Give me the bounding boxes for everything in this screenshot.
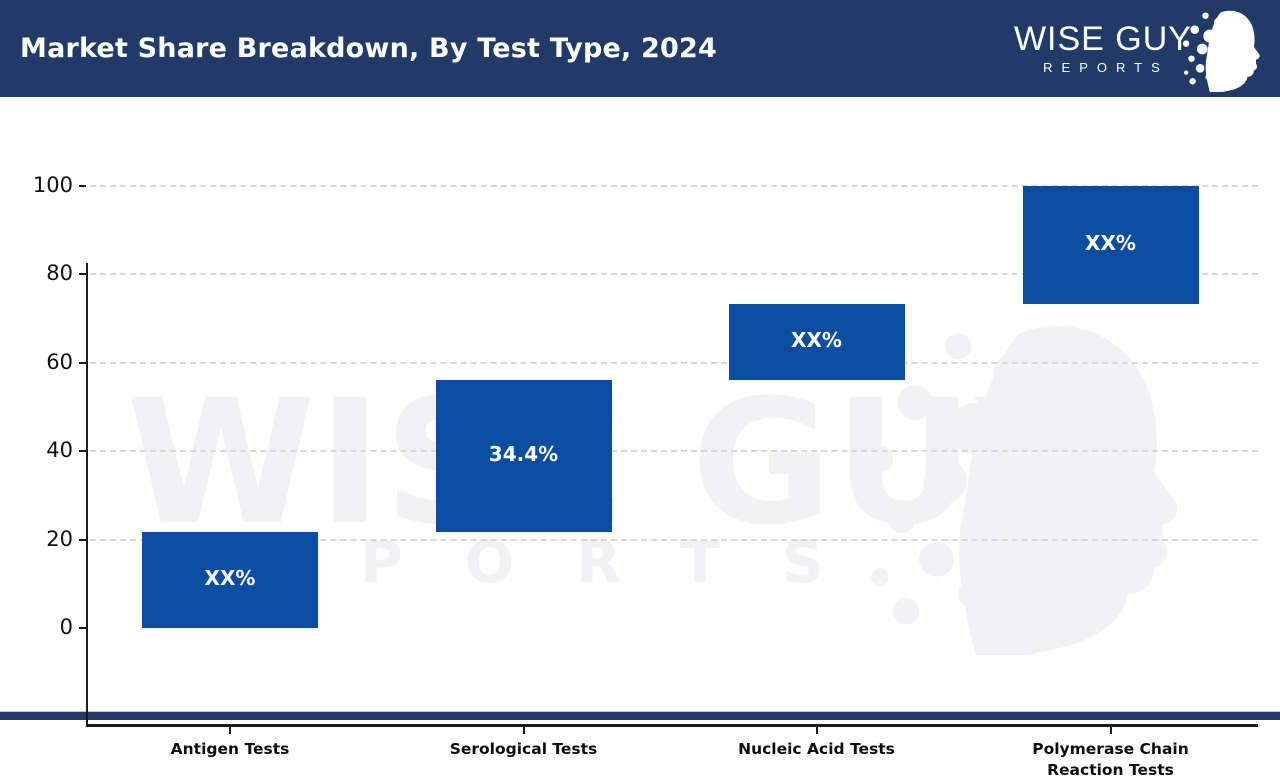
y-tick — [79, 273, 86, 275]
gridline — [90, 361, 1258, 364]
x-axis — [86, 724, 1258, 727]
gridline — [90, 184, 1258, 187]
y-tick-label: 60 — [46, 349, 73, 374]
category-label: Nucleic Acid Tests — [738, 740, 895, 758]
y-tick-label: 100 — [32, 172, 73, 197]
x-tick — [522, 727, 525, 734]
bar-value-label: XX% — [791, 327, 842, 352]
wiseguy-logo: WISE GUY REPORTS — [1014, 6, 1262, 92]
y-tick — [79, 361, 86, 364]
logo-wordmark: WISE GUY — [1013, 20, 1192, 58]
page-title: Market Share Breakdown, By Test Type, 20… — [20, 33, 718, 64]
x-tick — [815, 727, 818, 734]
header-bar: Market Share Breakdown, By Test Type, 20… — [0, 0, 1280, 97]
category-label: Antigen Tests — [170, 740, 290, 758]
y-tick-label: 40 — [46, 438, 73, 462]
category-label: Serological Tests — [449, 740, 598, 758]
footer-bar — [0, 712, 1280, 720]
footer-divider — [0, 711, 1280, 712]
bar-value-label: XX% — [1085, 231, 1136, 255]
gridline — [90, 538, 1258, 541]
bar-value-label: XX% — [204, 565, 256, 590]
x-tick — [1109, 727, 1112, 734]
bar: XX% — [1022, 186, 1199, 304]
y-tick-label: 20 — [46, 526, 73, 551]
y-axis — [86, 263, 88, 726]
wiseguy-face-icon — [1182, 10, 1260, 92]
category-label: Polymerase Chain Reaction Tests — [1032, 740, 1189, 779]
bar: 34.4% — [435, 379, 612, 532]
y-tick — [79, 627, 86, 629]
y-tick-label: 0 — [59, 615, 73, 639]
y-tick — [79, 184, 86, 187]
y-tick-label: 80 — [46, 261, 73, 285]
y-tick — [79, 450, 86, 452]
bar-value-label: 34.4% — [488, 441, 559, 466]
y-tick — [79, 538, 86, 541]
logo-subtitle: REPORTS — [1043, 60, 1169, 75]
chart: WISE GUY REPORTS 0 20 40 60 80 100 XX% 34.4% XX%… — [0, 97, 1280, 779]
wiseguy-logo-text: WISE GUY REPORTS — [1014, 22, 1192, 75]
x-tick — [229, 727, 231, 734]
gridline — [90, 273, 1258, 275]
bar: XX% — [728, 303, 905, 380]
gridline — [90, 450, 1258, 452]
bar: XX% — [142, 531, 318, 628]
watermark-face-icon — [866, 325, 1178, 655]
